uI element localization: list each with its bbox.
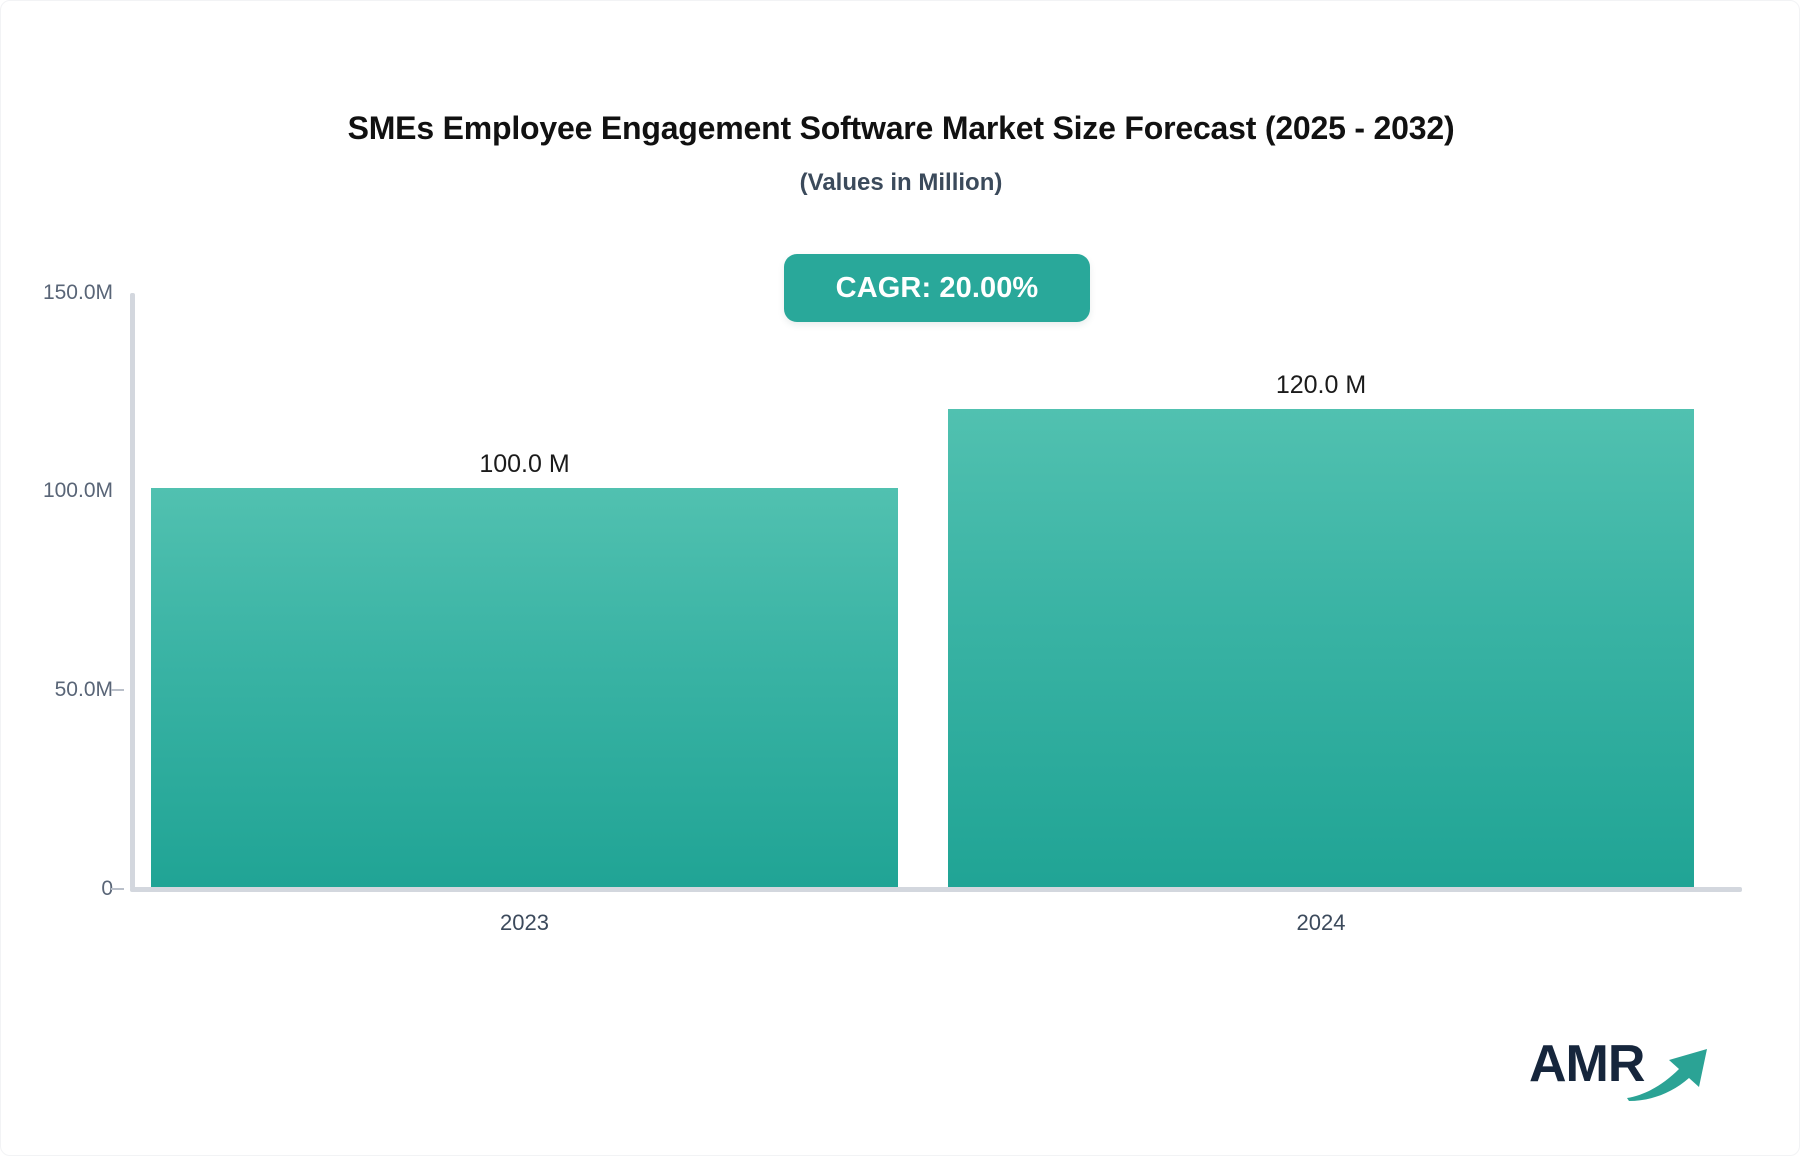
x-axis-line bbox=[130, 887, 1742, 892]
y-tick-label-150: 150.0M bbox=[42, 281, 113, 304]
page-title: SMEs Employee Engagement Software Market… bbox=[347, 110, 1455, 146]
bar-value-label-2023: 100.0 M bbox=[479, 450, 570, 478]
y-tick-mark-50 bbox=[111, 689, 124, 691]
chart-subtitle: (Values in Million) bbox=[799, 169, 1003, 196]
y-tick-label-0: 0 bbox=[101, 877, 113, 900]
amr-logo: AMR bbox=[1529, 1033, 1719, 1103]
cagr-badge-label: CAGR: 20.00% bbox=[835, 271, 1039, 304]
bar-2023[interactable] bbox=[151, 488, 898, 887]
amr-logo-text: AMR bbox=[1529, 1035, 1645, 1093]
y-tick-label-100: 100.0M bbox=[42, 479, 113, 502]
x-tick-label-2024: 2024 bbox=[1296, 910, 1346, 935]
bar-value-label-2024: 120.0 M bbox=[1275, 371, 1367, 399]
x-tick-label-2023: 2023 bbox=[500, 910, 549, 935]
y-tick-label-50: 50.0M bbox=[54, 678, 113, 701]
growth-arrow-icon bbox=[1625, 1045, 1717, 1106]
y-axis-line bbox=[130, 293, 135, 889]
cagr-badge: CAGR: 20.00% bbox=[784, 254, 1090, 322]
y-tick-mark-0 bbox=[111, 888, 124, 890]
bar-2024[interactable] bbox=[948, 409, 1694, 887]
